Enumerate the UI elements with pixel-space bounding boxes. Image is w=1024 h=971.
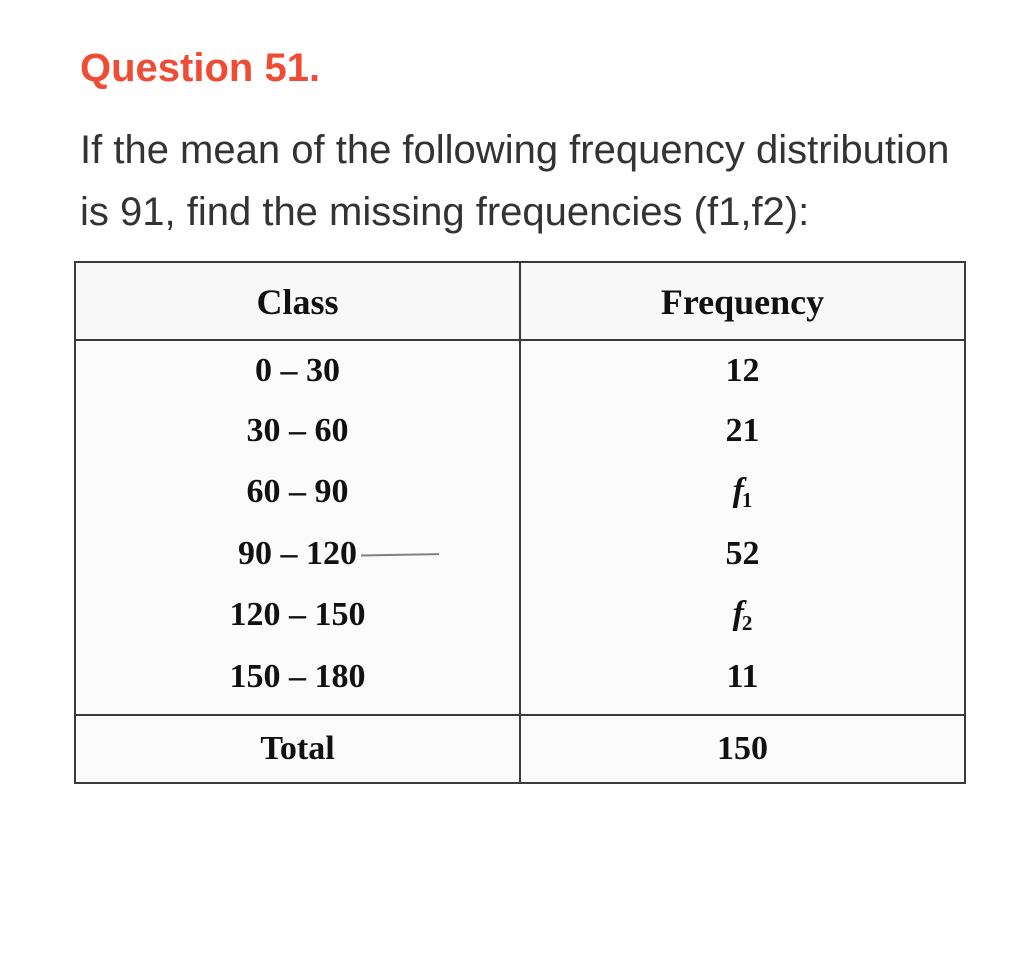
class-cell: 0 – 30 (75, 340, 520, 401)
freq-sub: 1 (742, 488, 753, 512)
freq-cell: f2 (520, 584, 965, 647)
freq-cell: 21 (520, 401, 965, 461)
freq-sub: 2 (742, 611, 753, 635)
table-head: Class Frequency (75, 262, 965, 340)
freq-cell: 12 (520, 340, 965, 401)
table-total-row: Total 150 (75, 715, 965, 783)
page: Question 51. If the mean of the followin… (0, 0, 1024, 824)
freq-cell: f1 (520, 461, 965, 524)
class-cell: 30 – 60 (75, 401, 520, 461)
frequency-table-wrap: Class Frequency 0 – 30 12 30 – 60 21 60 … (74, 261, 966, 784)
table-row: 150 – 180 11 (75, 647, 965, 715)
table-row: 90 – 120 52 (75, 524, 965, 584)
class-cell: 90 – 120 (75, 524, 520, 584)
frequency-table: Class Frequency 0 – 30 12 30 – 60 21 60 … (74, 261, 966, 784)
freq-cell: 52 (520, 524, 965, 584)
question-text: If the mean of the following frequency d… (80, 119, 968, 243)
class-cell: 120 – 150 (75, 584, 520, 647)
total-label: Total (75, 715, 520, 783)
freq-cell: 11 (520, 647, 965, 715)
col-header-class: Class (75, 262, 520, 340)
table-header-row: Class Frequency (75, 262, 965, 340)
class-cell: 60 – 90 (75, 461, 520, 524)
table-foot: Total 150 (75, 715, 965, 783)
table-body: 0 – 30 12 30 – 60 21 60 – 90 f1 90 – 120 (75, 340, 965, 715)
class-cell: 150 – 180 (75, 647, 520, 715)
table-row: 0 – 30 12 (75, 340, 965, 401)
class-text-with-strike: 90 – 120 (238, 535, 357, 573)
total-value: 150 (520, 715, 965, 783)
col-header-frequency: Frequency (520, 262, 965, 340)
table-row: 120 – 150 f2 (75, 584, 965, 647)
question-label: Question 51. (80, 46, 968, 91)
table-row: 60 – 90 f1 (75, 461, 965, 524)
table-row: 30 – 60 21 (75, 401, 965, 461)
